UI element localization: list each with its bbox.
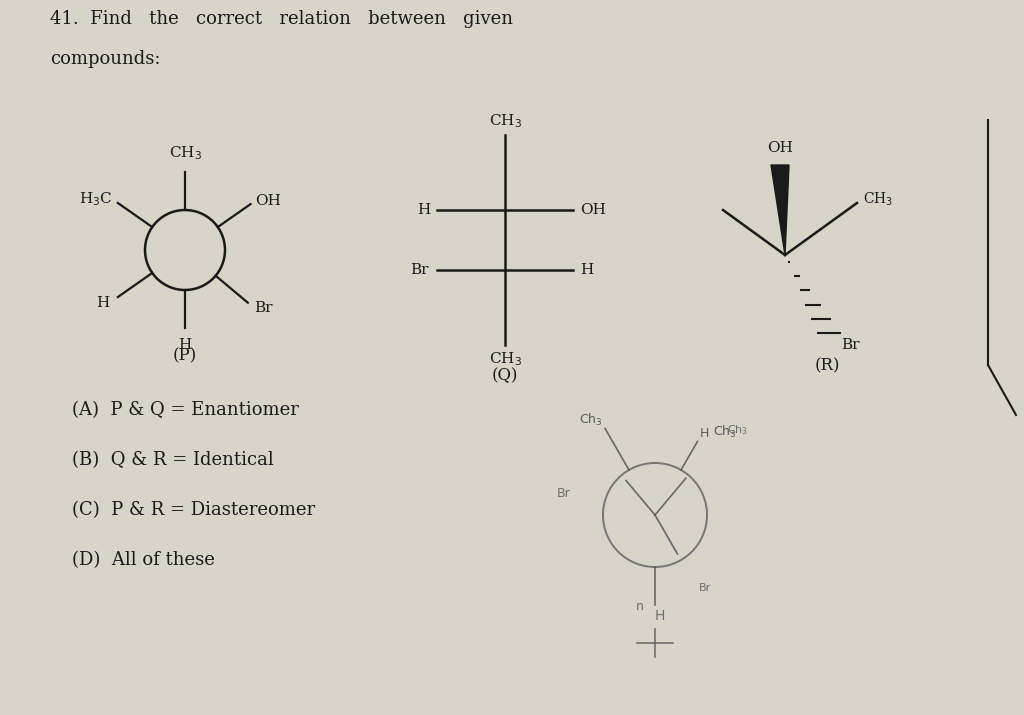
Text: Br: Br — [841, 338, 859, 352]
Text: CH$_3$: CH$_3$ — [863, 190, 894, 207]
Text: OH: OH — [767, 141, 793, 155]
Text: Br: Br — [699, 583, 712, 593]
Text: (A)  P & Q = Enantiomer: (A) P & Q = Enantiomer — [72, 401, 299, 419]
Text: H: H — [417, 203, 430, 217]
Text: OH: OH — [580, 203, 606, 217]
Text: compounds:: compounds: — [50, 50, 161, 68]
Text: CH$_3$: CH$_3$ — [488, 350, 521, 368]
Text: (R): (R) — [814, 357, 840, 374]
Text: n: n — [636, 600, 644, 613]
Text: Br: Br — [411, 263, 429, 277]
Text: CH$_3$: CH$_3$ — [488, 112, 521, 130]
Text: 41.  Find   the   correct   relation   between   given: 41. Find the correct relation between gi… — [50, 10, 513, 28]
Text: H: H — [700, 427, 710, 440]
Text: Ch$_3$: Ch$_3$ — [713, 424, 736, 440]
Text: H: H — [654, 609, 666, 623]
Text: (Q): (Q) — [492, 367, 518, 384]
Text: OH: OH — [255, 194, 281, 208]
Text: CH$_3$: CH$_3$ — [169, 144, 202, 162]
Text: H: H — [178, 338, 191, 352]
Polygon shape — [771, 165, 790, 255]
Text: Br: Br — [254, 301, 272, 315]
Text: (C)  P & R = Diastereomer: (C) P & R = Diastereomer — [72, 501, 315, 519]
Text: H$_3$C: H$_3$C — [80, 191, 113, 208]
Text: Ch$_3$: Ch$_3$ — [727, 423, 749, 437]
Text: (D)  All of these: (D) All of these — [72, 551, 215, 569]
Text: (P): (P) — [173, 347, 198, 364]
Text: H: H — [96, 296, 110, 310]
Text: Ch$_3$: Ch$_3$ — [579, 412, 602, 428]
Text: H: H — [580, 263, 593, 277]
Text: (B)  Q & R = Identical: (B) Q & R = Identical — [72, 451, 273, 469]
Text: Br: Br — [556, 487, 570, 500]
